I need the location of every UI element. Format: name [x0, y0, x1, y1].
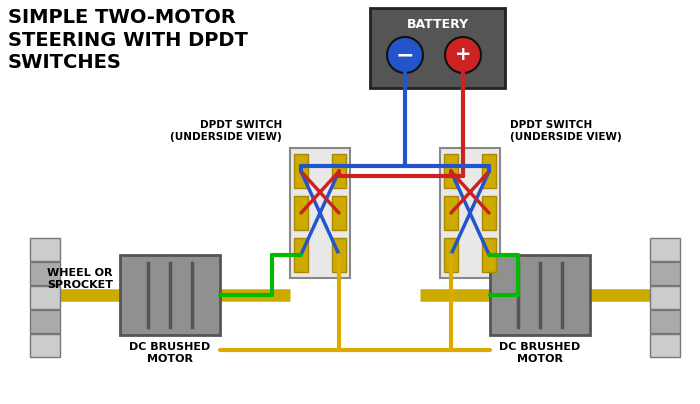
Bar	[650, 286, 680, 309]
Circle shape	[387, 37, 423, 73]
Text: WHEEL OR
SPROCKET: WHEEL OR SPROCKET	[47, 268, 113, 290]
Bar	[120, 255, 220, 335]
Bar	[482, 238, 496, 271]
Bar	[444, 196, 458, 230]
Bar	[440, 148, 500, 278]
Bar	[294, 154, 308, 188]
Bar	[482, 196, 496, 230]
Bar	[294, 238, 308, 271]
Circle shape	[445, 37, 481, 73]
Bar	[30, 310, 60, 333]
Bar	[332, 196, 346, 230]
Bar	[650, 262, 680, 285]
Bar	[444, 238, 458, 271]
Text: DPDT SWITCH
(UNDERSIDE VIEW): DPDT SWITCH (UNDERSIDE VIEW)	[170, 120, 282, 142]
Bar	[650, 238, 680, 261]
Text: −: −	[395, 45, 414, 65]
Text: DPDT SWITCH
(UNDERSIDE VIEW): DPDT SWITCH (UNDERSIDE VIEW)	[510, 120, 622, 142]
Bar	[482, 154, 496, 188]
Bar	[30, 334, 60, 357]
Bar	[650, 310, 680, 333]
Bar	[30, 238, 60, 261]
Bar	[490, 255, 590, 335]
Bar	[370, 8, 505, 88]
Text: DC BRUSHED
MOTOR: DC BRUSHED MOTOR	[130, 342, 211, 364]
Text: DC BRUSHED
MOTOR: DC BRUSHED MOTOR	[499, 342, 580, 364]
Bar	[294, 196, 308, 230]
Bar	[332, 238, 346, 271]
Bar	[444, 154, 458, 188]
Bar	[290, 148, 350, 278]
Bar	[30, 286, 60, 309]
Text: BATTERY: BATTERY	[407, 18, 468, 31]
Bar	[30, 262, 60, 285]
Bar	[650, 334, 680, 357]
Text: +: +	[455, 46, 471, 65]
Bar	[332, 154, 346, 188]
Text: SIMPLE TWO-MOTOR
STEERING WITH DPDT
SWITCHES: SIMPLE TWO-MOTOR STEERING WITH DPDT SWIT…	[8, 8, 248, 72]
